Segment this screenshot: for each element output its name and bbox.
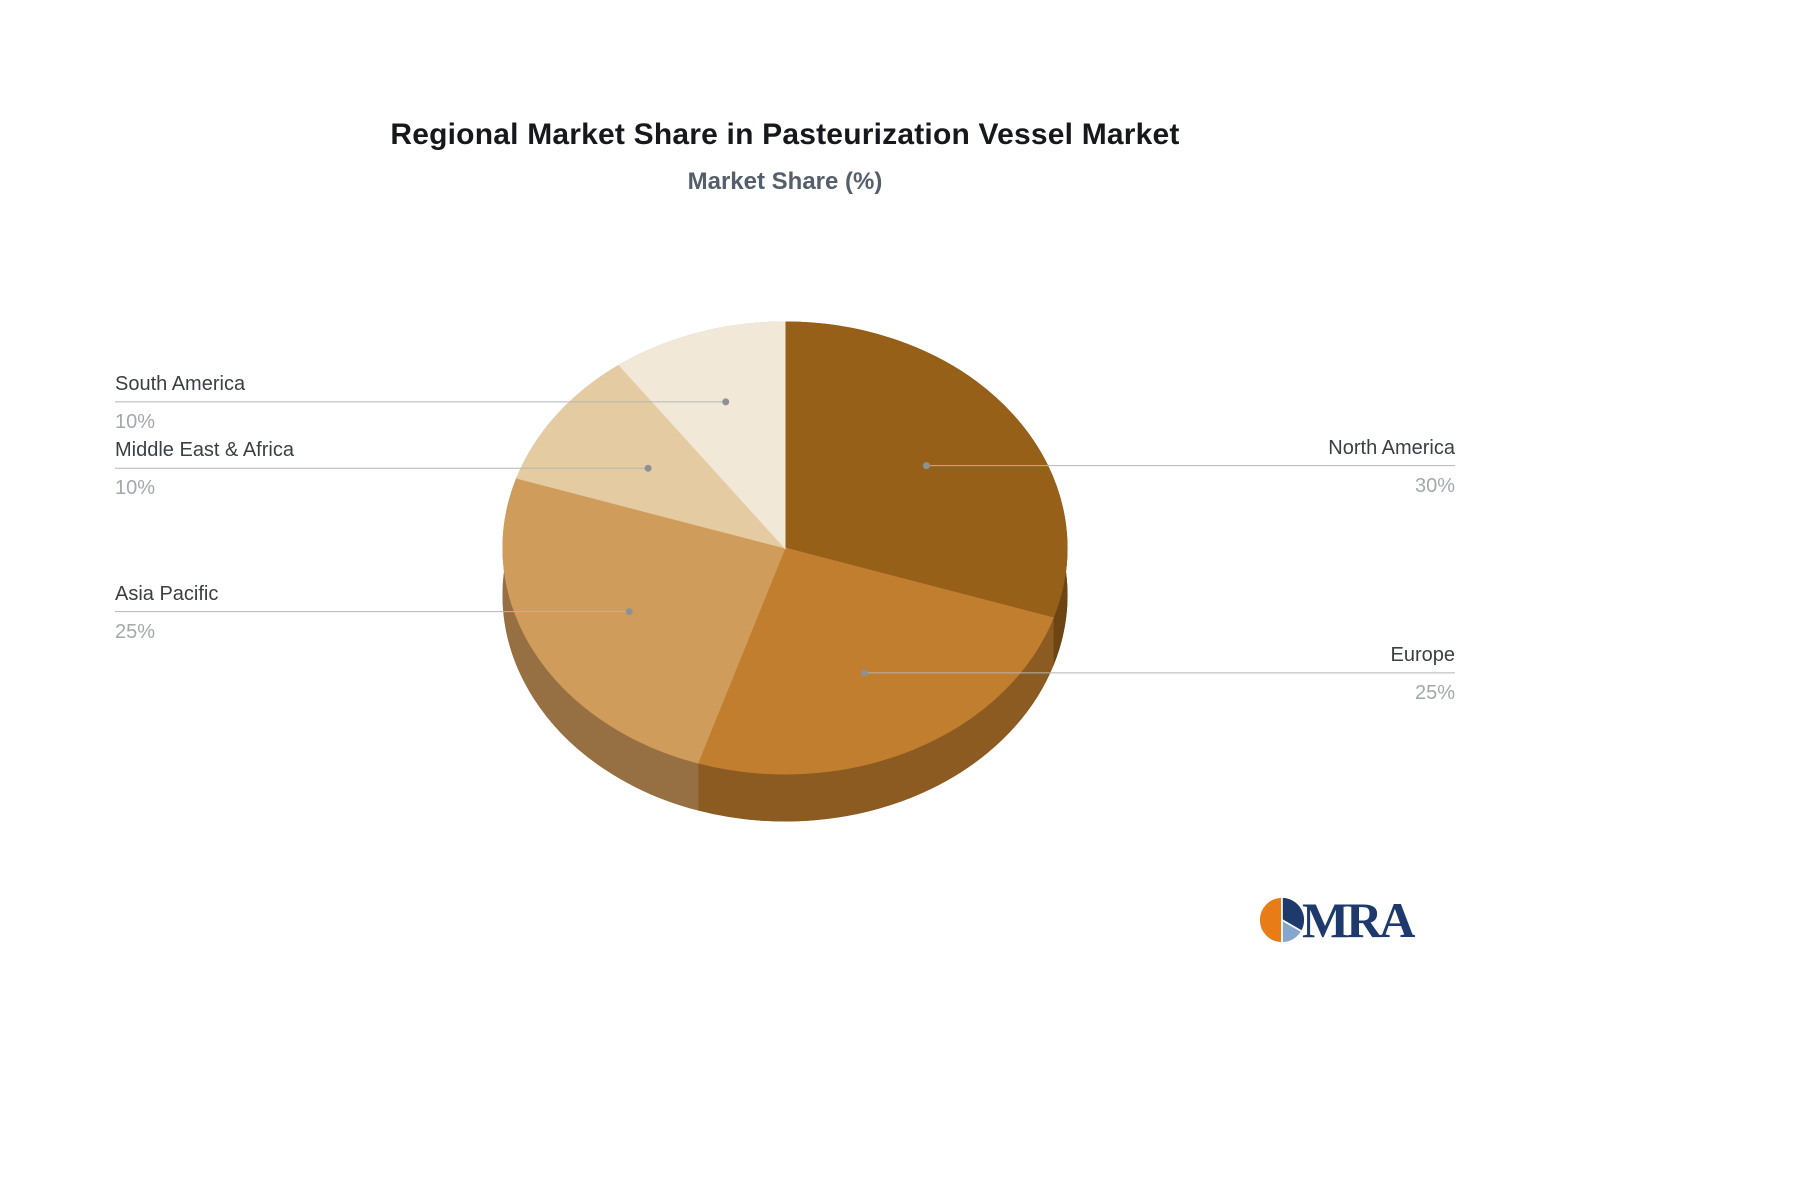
slice-label-name: Middle East & Africa: [115, 439, 294, 462]
leader-dot: [922, 462, 930, 470]
leader-dot: [625, 608, 633, 616]
pie-slice-shape: [502, 477, 786, 764]
slice-label-pct: 25%: [1414, 681, 1455, 704]
mra-logo-icon: [1258, 896, 1306, 944]
leader-dot: [722, 398, 730, 406]
slice-label-north-america: North America 30%: [1035, 435, 1455, 499]
slice-label-pct: 30%: [1414, 474, 1455, 497]
pie-slice-shape: [618, 321, 786, 550]
slice-label-name: Europe: [1390, 643, 1456, 666]
leader-dot: [644, 464, 652, 472]
slice-label-south-america: South America 10%: [115, 371, 535, 435]
slice-label-pct: 10%: [115, 410, 156, 433]
pie-slice-shape: [697, 547, 1054, 775]
slice-label-pct: 10%: [115, 477, 156, 500]
slice-label-pct: 25%: [115, 620, 156, 643]
leader-dot: [860, 669, 868, 677]
chart-subtitle: Market Share (%): [687, 168, 883, 195]
slice-label-asia-pacific: Asia Pacific 25%: [115, 581, 535, 645]
pie-slice-shape: [516, 364, 787, 549]
slice-label-name: North America: [1328, 436, 1455, 459]
pie-slice-shape: [784, 321, 1068, 619]
slice-label-middle-east-africa: Middle East & Africa 10%: [115, 437, 535, 501]
brand-logo: MRA: [1258, 892, 1415, 948]
slice-label-name: South America: [115, 372, 246, 395]
slice-label-name: Asia Pacific: [115, 582, 219, 605]
chart-title: Regional Market Share in Pasteurization …: [390, 118, 1180, 151]
mra-logo-text: MRA: [1302, 892, 1415, 948]
slice-label-europe: Europe 25%: [1035, 642, 1456, 706]
